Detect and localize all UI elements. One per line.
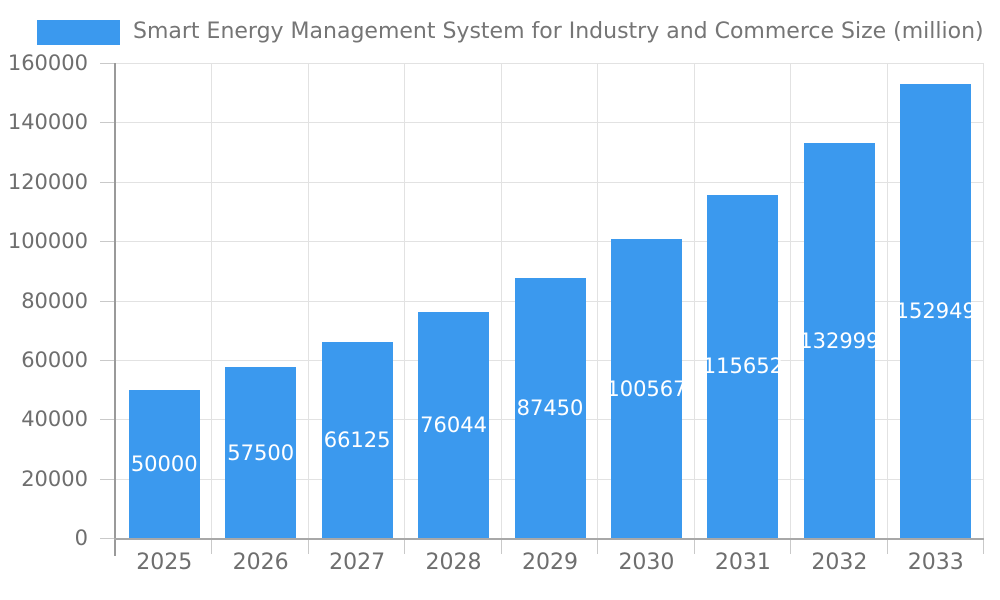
x-axis-tick xyxy=(597,540,599,554)
gridline-vertical xyxy=(404,63,406,538)
y-tick-label: 140000 xyxy=(7,110,88,135)
bar-2025[interactable] xyxy=(128,389,200,538)
y-axis-line xyxy=(114,63,116,556)
x-axis-tick xyxy=(404,540,406,554)
gridline-horizontal xyxy=(116,181,984,183)
gridline-vertical xyxy=(500,63,502,538)
gridline-vertical xyxy=(983,63,984,538)
x-axis-line xyxy=(114,538,984,540)
y-axis-tick xyxy=(100,538,114,539)
bar-2033[interactable] xyxy=(900,83,972,538)
bar-2031[interactable] xyxy=(707,194,779,538)
y-tick-label: 20000 xyxy=(21,466,88,491)
bar-2027[interactable] xyxy=(321,341,393,538)
plot-area: 0 20000 40000 60000 80000 100000 120000 140000 1… xyxy=(8,51,984,575)
gridline-horizontal xyxy=(116,63,984,64)
bar-2030[interactable] xyxy=(610,239,682,538)
x-tick-label: 2025 xyxy=(136,550,193,575)
gridline-vertical xyxy=(790,63,792,538)
legend[interactable]: Smart Energy Management System for Indus… xyxy=(37,17,984,47)
y-tick-label: 0 xyxy=(74,526,88,550)
x-axis-tick xyxy=(500,540,502,554)
y-axis-tick xyxy=(100,419,114,421)
y-tick-label: 120000 xyxy=(7,169,88,194)
x-axis-tick xyxy=(307,540,309,554)
y-axis-tick xyxy=(100,63,114,64)
x-tick-label: 2029 xyxy=(522,550,578,575)
y-axis-tick xyxy=(100,122,114,124)
y-tick-label: 100000 xyxy=(7,229,88,254)
gridline-vertical xyxy=(886,63,888,538)
bar-2032[interactable] xyxy=(803,143,875,538)
x-tick-label: 2028 xyxy=(425,550,482,575)
y-axis-tick xyxy=(100,300,114,302)
x-axis-tick xyxy=(983,540,984,554)
y-axis-tick xyxy=(100,478,114,480)
gridline-horizontal xyxy=(116,241,984,243)
x-axis-tick xyxy=(693,540,695,554)
x-tick-label: 2027 xyxy=(329,550,386,575)
chart-title: Smart Energy Management System for Indus… xyxy=(133,19,984,44)
gridline-vertical xyxy=(597,63,599,538)
x-axis-tick xyxy=(886,540,888,554)
x-tick-label: 2031 xyxy=(714,550,771,575)
x-axis-tick xyxy=(790,540,792,554)
gridline-vertical xyxy=(693,63,695,538)
x-tick-label: 2032 xyxy=(811,550,868,575)
gridline-vertical xyxy=(307,63,309,538)
bar-2026[interactable] xyxy=(225,367,297,538)
y-axis-tick xyxy=(100,359,114,361)
y-tick-label: 80000 xyxy=(21,288,88,313)
x-tick-label: 2033 xyxy=(907,550,964,575)
x-axis-tick xyxy=(211,540,213,554)
y-axis-tick xyxy=(100,181,114,183)
y-axis-tick xyxy=(100,241,114,243)
legend-swatch[interactable] xyxy=(37,19,120,45)
x-tick-label: 2030 xyxy=(618,550,675,575)
bar-2029[interactable] xyxy=(514,278,586,538)
gridline-vertical xyxy=(211,63,213,538)
y-tick-label: 60000 xyxy=(21,347,88,372)
x-tick-label: 2026 xyxy=(232,550,289,575)
bar-2028[interactable] xyxy=(418,312,490,538)
gridline-horizontal xyxy=(116,122,984,124)
y-tick-label: 160000 xyxy=(7,51,88,75)
y-tick-label: 40000 xyxy=(21,407,88,432)
